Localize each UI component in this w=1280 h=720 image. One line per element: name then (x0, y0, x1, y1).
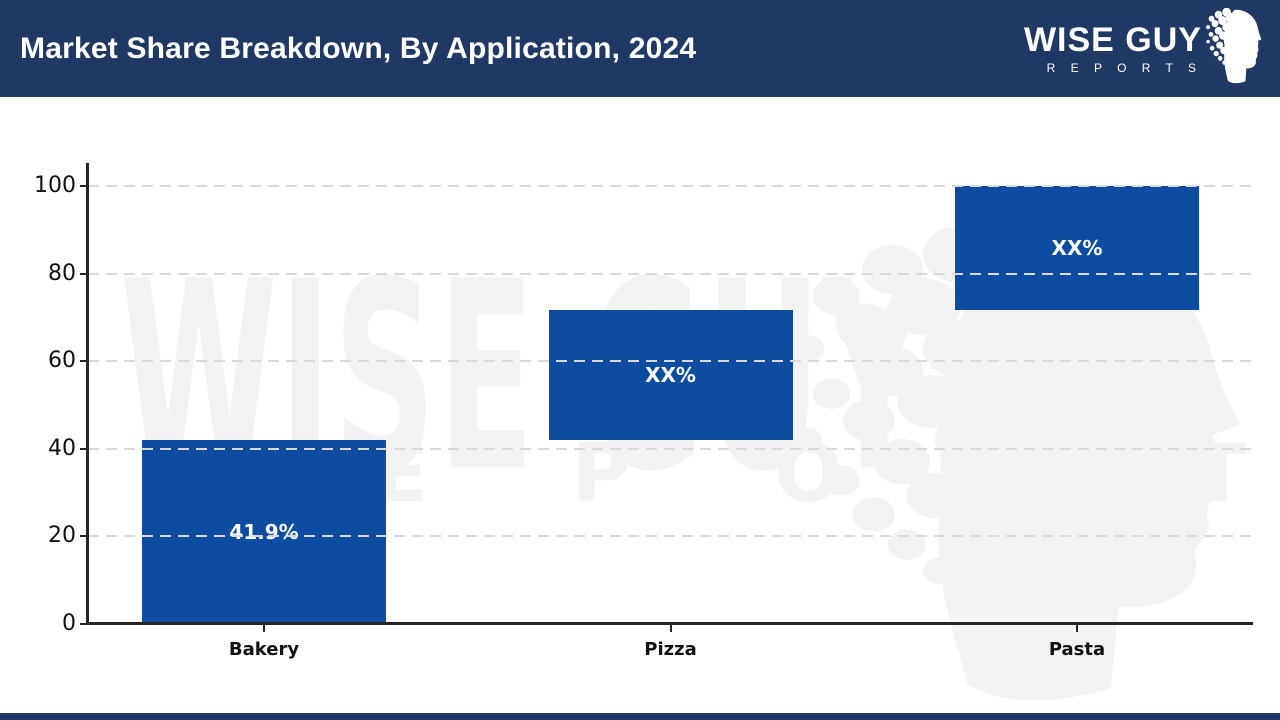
x-axis-line (86, 622, 1253, 625)
x-tick-label-pizza: Pizza (644, 639, 697, 660)
x-tick-mark-bakery (263, 625, 265, 632)
bar-pasta: XX% (955, 186, 1199, 311)
y-tick-mark-100 (80, 185, 88, 187)
wiseguy-logo: WISE GUY R E P O R T S (970, 0, 1270, 97)
footer-bar (0, 713, 1280, 720)
bar-value-label-pasta: XX% (1051, 236, 1103, 261)
header-bar: Market Share Breakdown, By Application, … (0, 0, 1280, 97)
wiseguy-logo-line2: R E P O R T S (1046, 61, 1202, 75)
y-tick-mark-40 (80, 447, 88, 450)
y-tick-label-20: 20 (48, 523, 76, 549)
x-tick-mark-pizza (669, 625, 672, 632)
y-tick-label-0: 0 (62, 611, 76, 636)
y-tick-mark-60 (80, 360, 88, 363)
gridline-80 (88, 272, 1253, 275)
y-tick-label-80: 80 (48, 260, 76, 286)
y-tick-label-60: 60 (48, 348, 76, 374)
y-tick-mark-0 (80, 623, 88, 625)
bar-bakery: 41.9% (142, 440, 386, 624)
y-tick-mark-20 (80, 535, 88, 538)
gridline-100 (88, 185, 1253, 187)
x-tick-mark-pasta (1076, 625, 1078, 632)
gridline-20 (88, 535, 1253, 538)
bar-value-label-bakery: 41.9% (229, 520, 299, 545)
y-axis-line (86, 163, 89, 624)
y-tick-mark-80 (80, 272, 88, 275)
x-tick-label-bakery: Bakery (228, 639, 300, 660)
wiseguy-logo-line1: WISE GUY (1023, 21, 1202, 59)
y-tick-label-40: 40 (48, 435, 76, 461)
gridline-40 (88, 447, 1253, 450)
x-tick-label-pasta: Pasta (1048, 639, 1106, 660)
wiseguy-logo-text: WISE GUY R E P O R T S (1024, 22, 1202, 76)
bar-pizza: XX% (548, 310, 793, 441)
bar-value-label-pizza: XX% (645, 363, 696, 388)
wiseguy-face-logo-icon (1206, 8, 1262, 84)
gridline-60 (88, 360, 1253, 363)
y-tick-label-100: 100 (34, 173, 76, 198)
chart-title: Market Share Breakdown, By Application, … (20, 31, 697, 65)
